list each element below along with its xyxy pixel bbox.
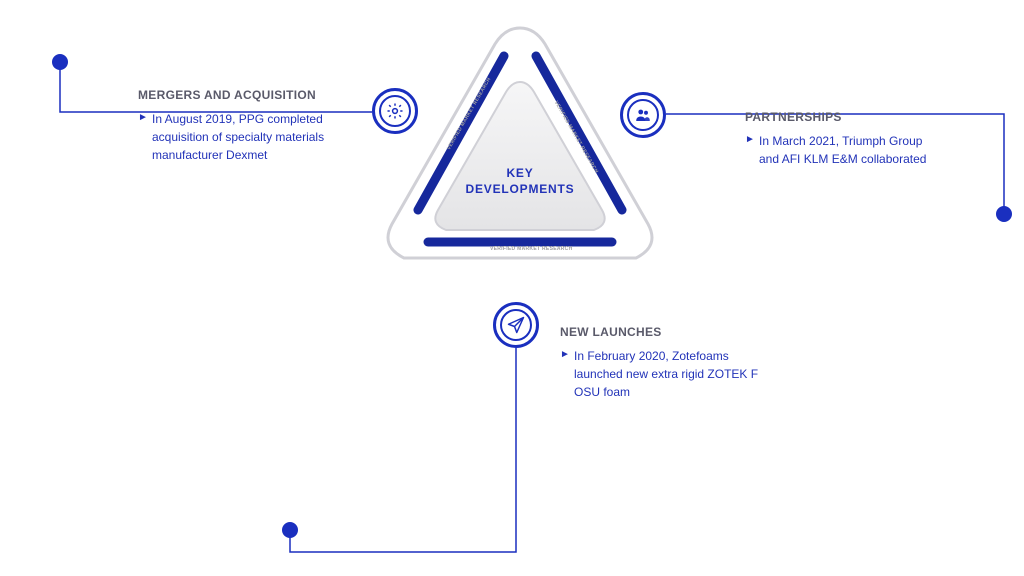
dot-right xyxy=(996,206,1012,222)
badge-launches xyxy=(493,302,539,348)
block-launches-title: NEW LAUNCHES xyxy=(560,325,770,339)
block-mergers-body: In August 2019, PPG completed acquisitio… xyxy=(138,110,348,164)
dot-bottom xyxy=(282,522,298,538)
watermark-bottom: VERIFIED MARKET RESEARCH xyxy=(490,246,572,252)
badge-mergers xyxy=(372,88,418,134)
people-icon xyxy=(634,106,652,124)
block-mergers: MERGERS AND ACQUISITION In August 2019, … xyxy=(138,88,348,164)
center-triangle: KEY DEVELOPMENTS VERIFIED MARKET RESEARC… xyxy=(380,20,660,280)
block-launches-body: In February 2020, Zotefoams launched new… xyxy=(560,347,770,401)
block-partnerships: PARTNERSHIPS In March 2021, Triumph Grou… xyxy=(745,110,935,168)
diagram-canvas: KEY DEVELOPMENTS VERIFIED MARKET RESEARC… xyxy=(0,0,1024,576)
gear-icon xyxy=(386,102,404,120)
dot-left xyxy=(52,54,68,70)
badge-partnerships xyxy=(620,92,666,138)
block-launches: NEW LAUNCHES In February 2020, Zotefoams… xyxy=(560,325,770,401)
block-mergers-title: MERGERS AND ACQUISITION xyxy=(138,88,348,102)
block-partnerships-title: PARTNERSHIPS xyxy=(745,110,935,124)
block-partnerships-body: In March 2021, Triumph Group and AFI KLM… xyxy=(745,132,935,168)
paper-plane-icon xyxy=(507,316,525,334)
center-title: KEY DEVELOPMENTS xyxy=(455,165,585,197)
